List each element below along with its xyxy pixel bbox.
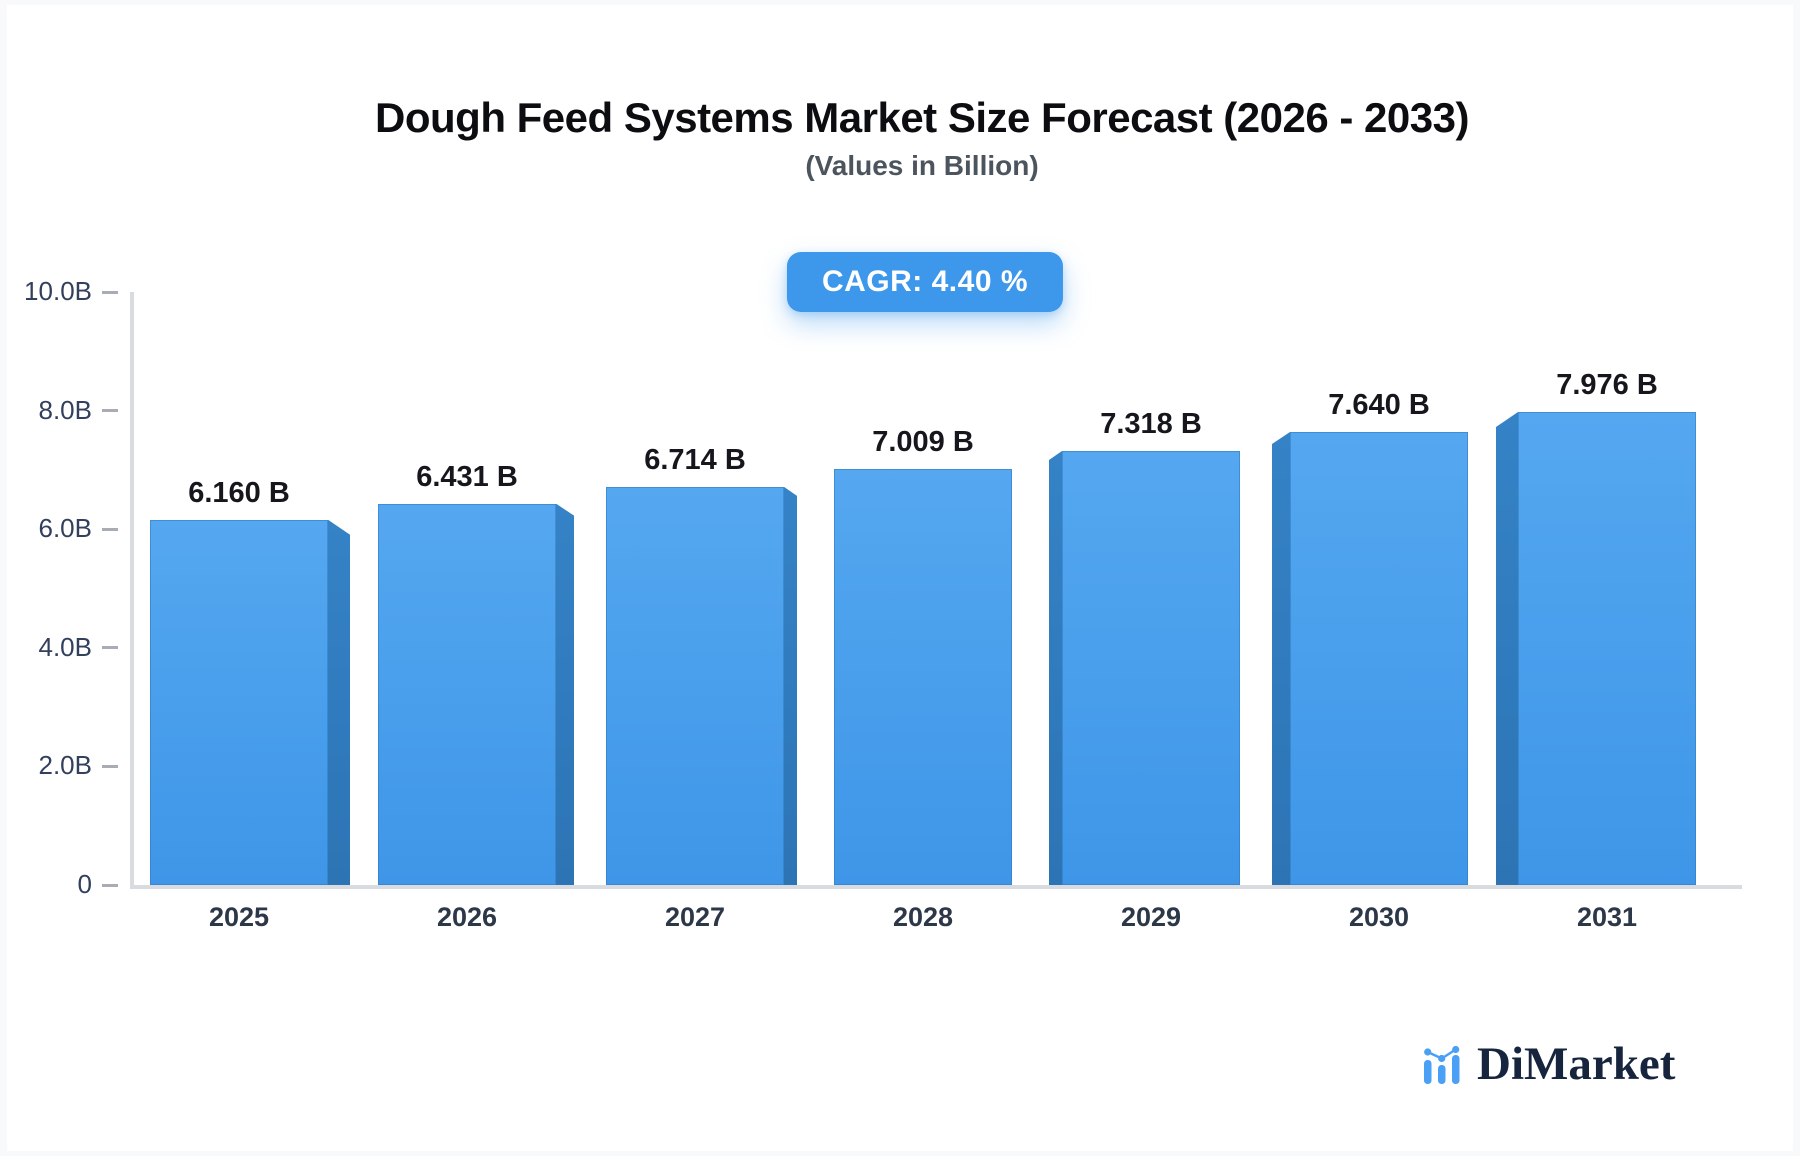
- x-axis-label: 2026: [436, 902, 498, 932]
- bar-value-label: 7.640 B: [1328, 388, 1430, 421]
- x-axis-line: [130, 885, 1742, 889]
- y-axis-line: [130, 292, 134, 889]
- page-subtitle: (Values in Billion): [805, 150, 1039, 181]
- y-tick-label: 10.0B: [24, 276, 92, 306]
- y-tick-label: 6.0B: [38, 513, 93, 544]
- x-axis-label: 2029: [1120, 902, 1182, 932]
- y-tick-label: 4.0B: [38, 631, 93, 662]
- y-tick-dash: [102, 764, 118, 768]
- cagr-badge: CAGR: 4.40 %: [786, 252, 1064, 312]
- y-tick-label: 8.0B: [38, 394, 93, 425]
- bar-value-label: 7.009 B: [872, 426, 974, 459]
- bar-side-face: [784, 486, 797, 885]
- bar-side-face: [1496, 412, 1518, 885]
- y-tick-label: 2.0B: [38, 750, 93, 781]
- bar: [378, 503, 556, 885]
- bar-side-face: [1049, 451, 1062, 885]
- y-tick-label: 0: [77, 869, 92, 899]
- bar-side-face: [328, 519, 350, 885]
- x-axis-label: 2031: [1576, 902, 1638, 932]
- mini-bar-chart-icon: [1424, 1045, 1460, 1084]
- x-axis-label: 2025: [208, 902, 270, 932]
- y-tick-dash: [102, 883, 118, 887]
- bar-value-label: 7.318 B: [1100, 408, 1202, 441]
- bar: [834, 469, 1012, 885]
- bar: [606, 486, 784, 885]
- y-tick-dash: [102, 646, 118, 650]
- brand-logo: DiMarket: [1422, 1040, 1675, 1088]
- bar-value-label: 6.714 B: [644, 443, 746, 476]
- bar-side-face: [1272, 431, 1290, 885]
- brand-logo-text: DiMarket: [1477, 1038, 1676, 1090]
- bar: [1062, 451, 1240, 885]
- bar-value-label: 7.976 B: [1556, 369, 1658, 402]
- x-axis-label: 2030: [1348, 902, 1410, 932]
- x-axis-label: 2027: [664, 902, 726, 932]
- bar-value-label: 6.160 B: [188, 476, 290, 509]
- x-axis-label: 2028: [892, 902, 954, 932]
- page-title: Dough Feed Systems Market Size Forecast …: [375, 94, 1469, 141]
- bar-side-face: [556, 503, 574, 885]
- y-tick-dash: [102, 290, 118, 294]
- bar: [1290, 431, 1468, 885]
- bar: [1518, 412, 1696, 885]
- bar: [150, 519, 328, 885]
- y-tick-dash: [102, 527, 118, 531]
- y-tick-dash: [102, 409, 118, 413]
- bar-value-label: 6.431 B: [416, 460, 518, 493]
